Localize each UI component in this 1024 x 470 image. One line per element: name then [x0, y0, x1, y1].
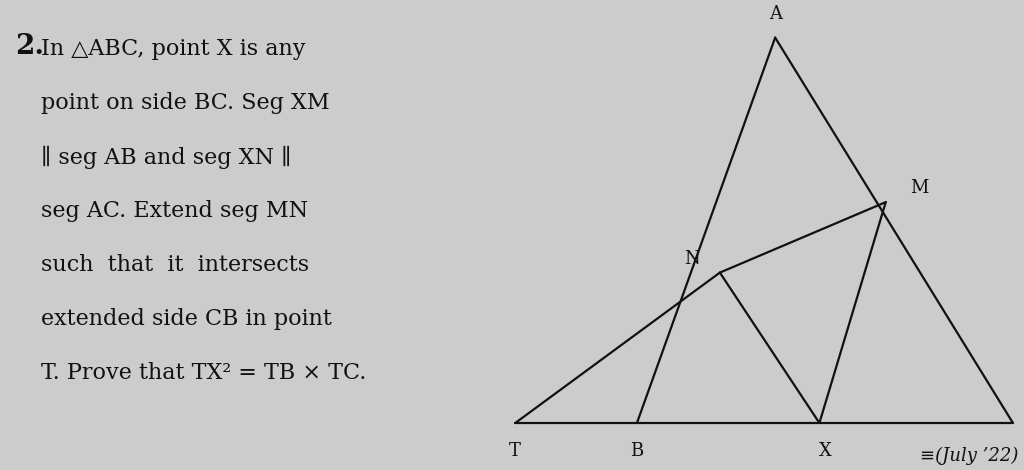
Text: ≡(July ’22): ≡(July ’22)	[921, 447, 1019, 465]
Text: A: A	[769, 5, 781, 23]
Text: ∥ seg AB and seg XN ∥: ∥ seg AB and seg XN ∥	[41, 146, 292, 169]
Text: C: C	[1023, 442, 1024, 460]
Text: B: B	[631, 442, 643, 460]
Text: T. Prove that TX² = TB × TC.: T. Prove that TX² = TB × TC.	[41, 362, 367, 384]
Text: N: N	[684, 250, 700, 267]
Text: M: M	[909, 179, 928, 197]
Text: 2.: 2.	[15, 33, 44, 60]
Text: In △ABC, point X is any: In △ABC, point X is any	[41, 38, 305, 60]
Text: T: T	[509, 442, 521, 460]
Text: extended side CB in point: extended side CB in point	[41, 308, 332, 330]
Text: seg AC. Extend seg MN: seg AC. Extend seg MN	[41, 200, 308, 222]
Text: X: X	[818, 442, 831, 460]
Text: point on side BC. Seg XM: point on side BC. Seg XM	[41, 92, 330, 114]
Text: such  that  it  intersects: such that it intersects	[41, 254, 309, 276]
